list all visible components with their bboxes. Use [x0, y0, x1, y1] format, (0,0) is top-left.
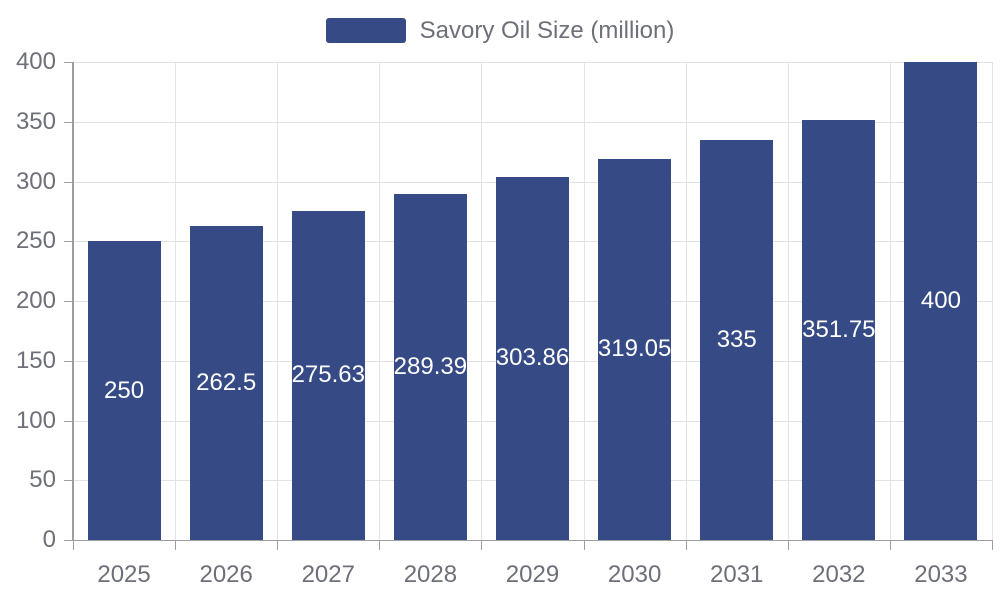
- x-axis-tick: [481, 540, 483, 550]
- x-axis-tick: [787, 540, 789, 550]
- y-axis-tick-label: 250: [15, 227, 56, 255]
- bar-2030[interactable]: 319.05: [597, 158, 672, 540]
- y-axis-tick-label: 150: [15, 346, 56, 374]
- x-axis-tick: [379, 540, 381, 550]
- gridline-horizontal: [73, 121, 992, 123]
- x-axis-tick-label: 2031: [710, 561, 764, 588]
- bar-value-label: 289.39: [393, 353, 468, 381]
- bar-value-label: 351.75: [802, 315, 876, 343]
- legend-item-savory-oil-size[interactable]: Savory Oil Size (million): [0, 18, 1000, 43]
- gridline-vertical: [685, 62, 687, 540]
- legend-label: Savory Oil Size (million): [419, 17, 675, 44]
- y-axis-tick-label: 200: [15, 287, 56, 314]
- y-axis-tick: [64, 420, 73, 422]
- y-axis-tick: [64, 480, 73, 482]
- x-axis-tick: [992, 540, 993, 550]
- gridline-vertical: [889, 62, 891, 540]
- x-axis-tick: [73, 540, 74, 550]
- y-axis-tick: [64, 62, 73, 63]
- bar-2029[interactable]: 303.86: [495, 176, 570, 540]
- x-axis-tick-label: 2028: [403, 561, 458, 588]
- x-axis-tick: [685, 540, 687, 550]
- y-axis-tick: [64, 360, 73, 362]
- bar-2032[interactable]: 351.75: [802, 119, 876, 540]
- x-axis-tick-label: 2025: [97, 561, 151, 588]
- gridline-vertical: [787, 62, 789, 540]
- y-axis-tick-label: 100: [15, 406, 56, 434]
- bar-value-label: 319.05: [597, 335, 672, 363]
- y-axis-tick-label: 350: [15, 107, 56, 135]
- bar-value-label: 303.86: [495, 344, 570, 372]
- gridline-horizontal: [73, 62, 992, 63]
- gridline-vertical: [583, 62, 585, 540]
- gridline-vertical: [992, 62, 993, 540]
- gridline-vertical: [379, 62, 381, 540]
- x-axis-tick-label: 2029: [505, 561, 560, 588]
- y-axis-tick: [64, 121, 73, 123]
- y-axis-tick: [64, 241, 73, 243]
- y-axis-tick-label: 0: [42, 526, 56, 553]
- bar-2025[interactable]: 250: [87, 241, 161, 540]
- y-axis-tick: [64, 540, 73, 541]
- x-axis-line: [72, 540, 992, 541]
- bar-2028[interactable]: 289.39: [394, 194, 467, 540]
- bar-value-label: 262.5: [196, 369, 257, 397]
- bar-value-label: 400: [920, 287, 961, 314]
- bar-2031[interactable]: 335: [700, 139, 774, 540]
- x-axis-tick: [583, 540, 585, 550]
- x-axis-tick: [889, 540, 891, 550]
- gridline-vertical: [277, 62, 279, 540]
- y-axis-tick: [64, 181, 73, 183]
- bar-value-label: 250: [104, 376, 145, 404]
- y-axis-tick-label: 300: [15, 167, 56, 195]
- bar-2026[interactable]: 262.5: [189, 226, 263, 540]
- y-axis-tick: [64, 301, 73, 302]
- bar-2033[interactable]: 400: [904, 62, 978, 540]
- bar-value-label: 335: [716, 325, 757, 353]
- gridline-vertical: [481, 62, 483, 540]
- y-axis-tick-label: 50: [29, 466, 56, 494]
- x-axis-tick-label: 2032: [812, 561, 866, 588]
- x-axis-tick-label: 2033: [914, 561, 968, 588]
- bar-value-label: 275.63: [291, 361, 365, 389]
- x-axis-tick-label: 2030: [607, 561, 662, 588]
- y-axis-line: [72, 62, 74, 540]
- legend-color-marker: [325, 18, 406, 43]
- gridline-vertical: [175, 62, 177, 540]
- x-axis-tick-label: 2027: [301, 561, 355, 588]
- x-axis-tick: [277, 540, 279, 550]
- x-axis-tick-label: 2026: [199, 561, 253, 588]
- x-axis-tick: [175, 540, 177, 550]
- bar-2027[interactable]: 275.63: [291, 210, 365, 540]
- y-axis-tick-label: 400: [15, 48, 56, 75]
